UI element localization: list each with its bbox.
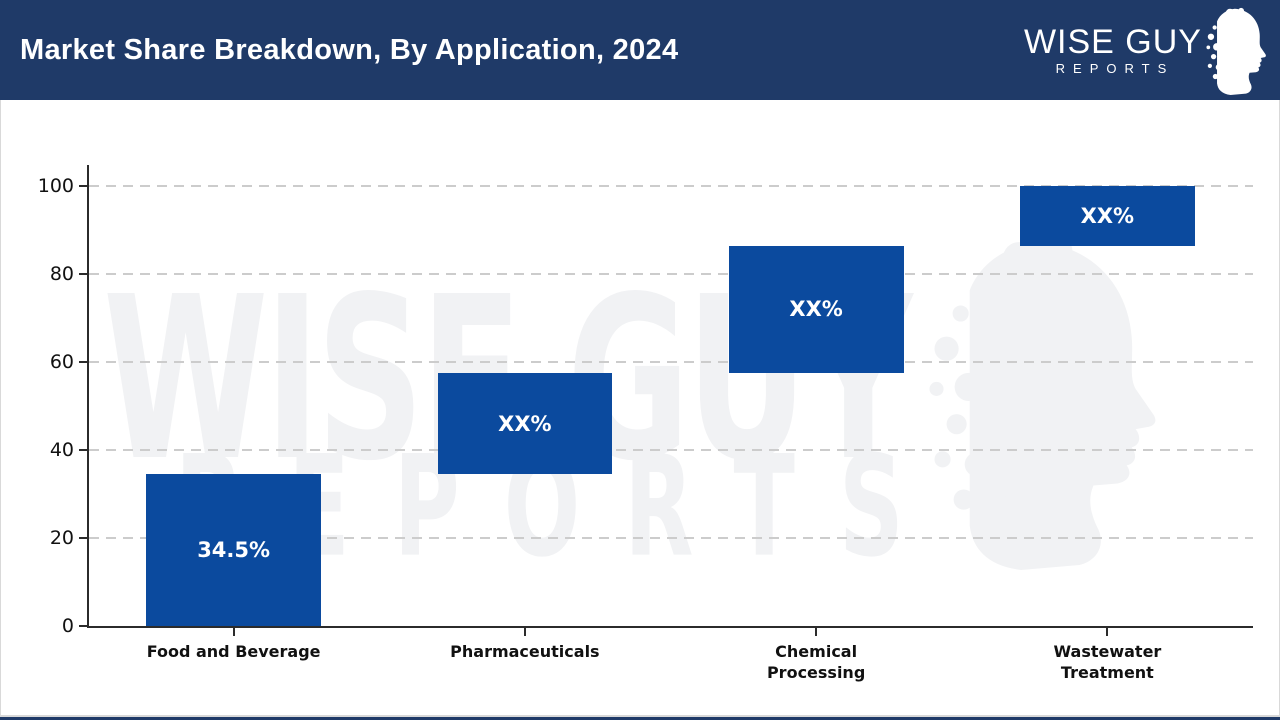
brand-face-profile-dots-icon (1206, 7, 1266, 95)
x-axis-spine (87, 626, 1253, 628)
left-border (0, 100, 1, 716)
watermark-face-profile-dots-icon (929, 239, 1156, 570)
footer-accent-strip (0, 717, 1280, 720)
y-tick-label: 80 (49, 263, 74, 285)
waterfall-bar: XX% (1020, 186, 1195, 246)
x-axis-label: Food and Beverage (146, 642, 321, 661)
bar-value-label: XX% (1080, 203, 1135, 228)
y-tick-label: 60 (49, 351, 74, 373)
y-tick-mark (79, 361, 87, 363)
brand-logo-text: WISE GUY REPORTS (1024, 25, 1202, 75)
waterfall-bar: XX% (437, 373, 613, 475)
y-tick-mark (79, 537, 87, 539)
gridline-y-100 (89, 185, 1253, 187)
waterfall-bar: XX% (728, 245, 904, 373)
x-axis-label: Wastewater Treatment (1053, 642, 1162, 682)
bar-value-label: XX% (498, 411, 552, 436)
y-tick-label: 20 (49, 527, 74, 549)
bar-value-label: XX% (789, 297, 843, 322)
page-title: Market Share Breakdown, By Application, … (20, 33, 679, 66)
y-tick-label: 100 (37, 175, 74, 197)
y-tick-mark (79, 449, 87, 451)
y-tick-label: 0 (61, 615, 74, 637)
bottom-border (0, 715, 1280, 717)
gridline-y-80 (89, 273, 1253, 275)
brand-logo: WISE GUY REPORTS (1024, 0, 1272, 100)
gridline-y-40 (89, 449, 1253, 451)
x-tick-mark (1106, 628, 1109, 636)
x-axis-label: Chemical Processing (766, 642, 866, 682)
gridline-y-60 (89, 361, 1253, 363)
x-tick-mark (232, 628, 235, 636)
waterfall-bar: 34.5% (146, 474, 321, 626)
y-tick-mark (79, 185, 87, 187)
gridline-y-20 (89, 537, 1253, 539)
y-tick-mark (79, 625, 87, 627)
x-tick-mark (815, 628, 818, 636)
brand-subname: REPORTS (1055, 61, 1175, 76)
bar-value-label: 34.5% (197, 538, 271, 563)
x-axis-label: Pharmaceuticals (450, 642, 600, 661)
y-tick-mark (79, 273, 87, 275)
x-tick-mark (523, 628, 526, 636)
y-tick-label: 40 (49, 439, 74, 461)
brand-name: WISE GUY (1023, 23, 1202, 61)
app-header: Market Share Breakdown, By Application, … (0, 0, 1280, 100)
y-axis-spine (87, 165, 89, 628)
